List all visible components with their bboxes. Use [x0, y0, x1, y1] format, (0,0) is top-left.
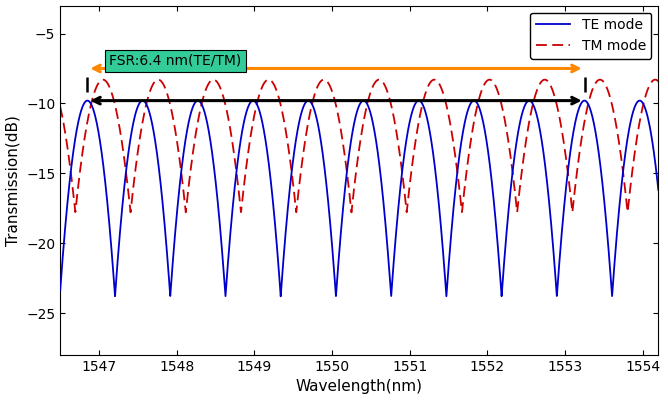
- TE mode: [174, 205, 182, 210]
- TE mode: [56, 288, 64, 293]
- TM mode: [651, 77, 659, 82]
- TE mode: [59, 252, 67, 257]
- Legend: TE mode, TM mode: TE mode, TM mode: [530, 12, 651, 58]
- Y-axis label: Transmission(dB): Transmission(dB): [5, 115, 21, 246]
- TM mode: [56, 104, 64, 109]
- TM mode: [174, 142, 182, 147]
- TM mode: [92, 86, 100, 90]
- TM mode: [349, 199, 357, 204]
- TM mode: [81, 133, 89, 138]
- TM mode: [59, 118, 67, 122]
- Line: TM mode: TM mode: [60, 80, 659, 212]
- TM mode: [655, 79, 663, 84]
- TE mode: [623, 141, 631, 146]
- TE mode: [92, 117, 100, 122]
- TE mode: [349, 129, 357, 134]
- X-axis label: Wavelength(nm): Wavelength(nm): [296, 380, 423, 394]
- TM mode: [623, 201, 631, 206]
- TM mode: [347, 210, 355, 215]
- TE mode: [277, 294, 285, 299]
- TE mode: [580, 98, 589, 103]
- Text: FSR:6.4 nm(TE/TM): FSR:6.4 nm(TE/TM): [109, 54, 241, 68]
- Line: TE mode: TE mode: [60, 101, 659, 296]
- TE mode: [655, 188, 663, 192]
- TE mode: [81, 100, 89, 104]
